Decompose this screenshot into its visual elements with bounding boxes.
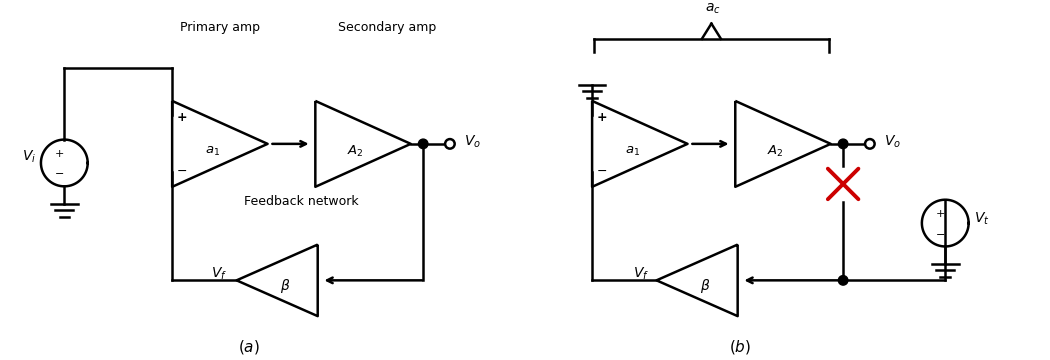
- Text: $a_1$: $a_1$: [205, 145, 219, 158]
- Text: Feedback network: Feedback network: [244, 195, 358, 208]
- Text: $A_2$: $A_2$: [766, 144, 783, 159]
- Text: $V_o$: $V_o$: [884, 134, 901, 150]
- Text: $a_c$: $a_c$: [706, 1, 721, 16]
- Text: $V_o$: $V_o$: [464, 134, 481, 150]
- Text: $(a)$: $(a)$: [237, 338, 259, 356]
- Text: $-$: $-$: [176, 164, 187, 177]
- Text: $a_1$: $a_1$: [625, 145, 639, 158]
- Text: $V_i$: $V_i$: [22, 149, 36, 166]
- Text: $V_f$: $V_f$: [211, 265, 228, 282]
- Text: +: +: [176, 111, 187, 123]
- Circle shape: [445, 139, 455, 149]
- Text: $V_f$: $V_f$: [633, 265, 649, 282]
- Circle shape: [838, 275, 848, 285]
- Text: $A_2$: $A_2$: [348, 144, 363, 159]
- Text: $V_t$: $V_t$: [973, 211, 989, 228]
- Circle shape: [838, 139, 848, 149]
- Text: Secondary amp: Secondary amp: [338, 21, 436, 34]
- Text: $-$: $-$: [596, 164, 607, 177]
- Text: +: +: [936, 210, 945, 220]
- Text: $-$: $-$: [936, 228, 946, 238]
- Circle shape: [418, 139, 428, 149]
- Text: $\beta$: $\beta$: [279, 277, 290, 295]
- Text: +: +: [596, 111, 607, 123]
- Text: $-$: $-$: [55, 167, 65, 177]
- Text: $(b)$: $(b)$: [729, 338, 751, 356]
- Text: $\beta$: $\beta$: [699, 277, 710, 295]
- Circle shape: [865, 139, 875, 149]
- Text: Primary amp: Primary amp: [180, 21, 260, 34]
- Text: +: +: [55, 149, 64, 159]
